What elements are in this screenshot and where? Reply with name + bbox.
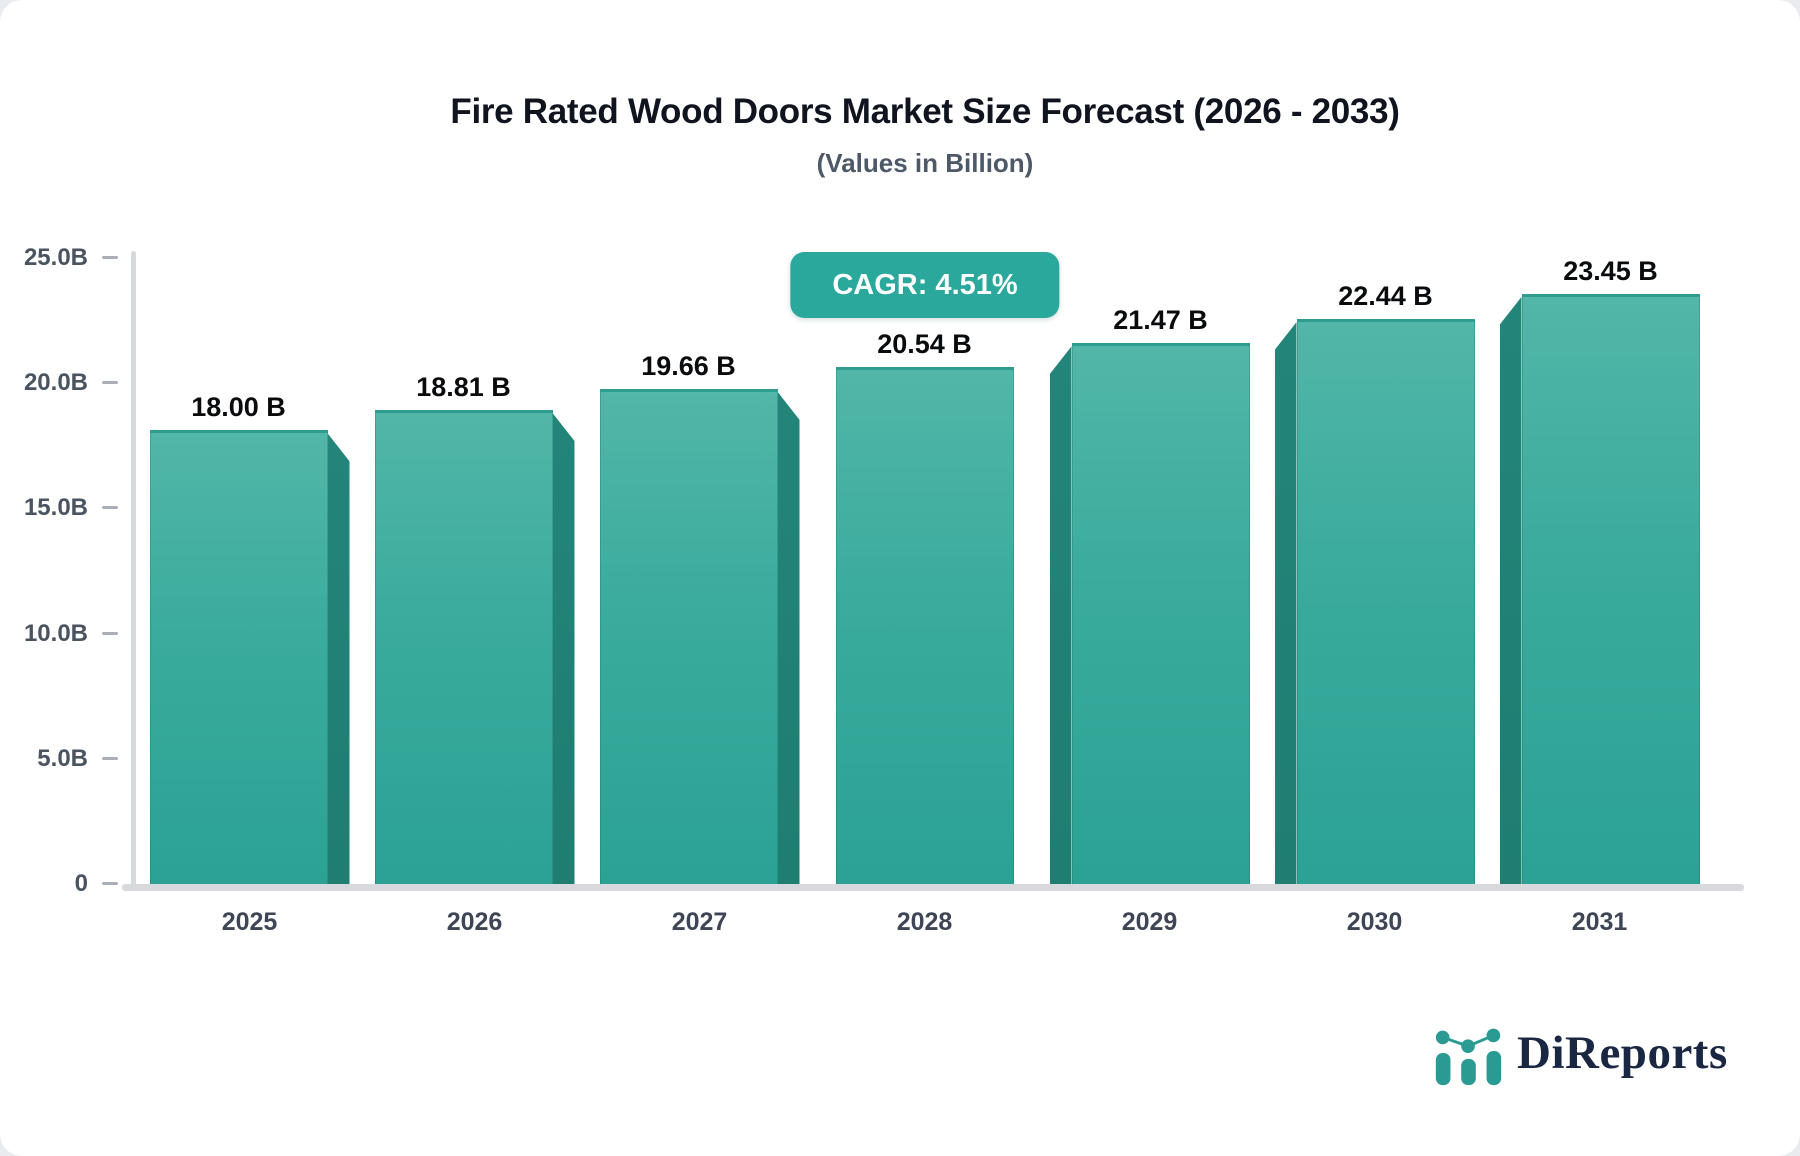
- y-tick-label: 10.0B: [23, 619, 88, 647]
- bar-face: [599, 388, 778, 884]
- chart-subtitle: (Values in Billion): [816, 148, 1034, 178]
- x-axis-baseline: [122, 884, 1744, 891]
- bar-face: [149, 430, 328, 884]
- bar-face: [1071, 343, 1250, 884]
- bar-2031[interactable]: 23.45 B: [1499, 256, 1700, 884]
- bar-value-label: 19.66 B: [641, 350, 736, 381]
- bar-2027[interactable]: 19.66 B: [599, 351, 800, 884]
- chart-title: Fire Rated Wood Doors Market Size Foreca…: [450, 92, 1400, 131]
- bar-side-face: [1274, 322, 1297, 884]
- y-tick-mark: [102, 882, 118, 885]
- bar-side-face: [777, 391, 800, 884]
- bar-face: [374, 410, 553, 884]
- x-tick-label-2027: 2027: [671, 908, 728, 936]
- bar-value-label: 23.45 B: [1563, 255, 1658, 286]
- bar-2025[interactable]: 18.00 B: [149, 392, 350, 884]
- x-tick-label-2030: 2030: [1346, 908, 1403, 936]
- y-tick-mark: [102, 756, 118, 760]
- bar-side-face: [1049, 346, 1072, 884]
- bar-face: [1521, 293, 1700, 884]
- bar-2026[interactable]: 18.81 B: [374, 372, 575, 884]
- y-tick-label: 20.0B: [23, 369, 88, 397]
- y-tick-mark: [102, 631, 118, 635]
- y-axis-line: [131, 251, 136, 891]
- bar-face: [1296, 319, 1475, 884]
- cagr-badge: CAGR: 4.51%: [790, 252, 1060, 318]
- x-tick-label-2025: 2025: [221, 908, 278, 936]
- y-tick-mark: [102, 381, 118, 385]
- x-tick-label-2028: 2028: [896, 908, 953, 936]
- logo-bar-line-chart-icon: [1435, 1028, 1502, 1086]
- x-tick-label-2029: 2029: [1121, 908, 1178, 936]
- x-tick-label-2026: 2026: [446, 908, 503, 936]
- bar-value-label: 22.44 B: [1338, 281, 1433, 312]
- bar-2028[interactable]: 20.54 B: [835, 329, 1014, 884]
- bar-2029[interactable]: 21.47 B: [1049, 305, 1250, 884]
- bar-value-label: 18.00 B: [191, 392, 286, 423]
- chart-header: Fire Rated Wood Doors Market Size Foreca…: [50, 92, 1800, 179]
- y-tick-mark: [102, 506, 118, 510]
- bar-side-face: [327, 433, 350, 884]
- bar-side-face: [1499, 296, 1522, 884]
- bar-value-label: 18.81 B: [416, 372, 511, 402]
- y-tick-label: 0: [74, 870, 88, 897]
- bar-side-face: [552, 413, 575, 884]
- y-tick-mark: [102, 256, 118, 259]
- y-tick-label: 5.0B: [37, 744, 88, 772]
- x-tick-label-2031: 2031: [1571, 908, 1628, 936]
- bar-value-label: 20.54 B: [877, 328, 972, 359]
- bar-value-label: 21.47 B: [1113, 305, 1208, 336]
- bar-2030[interactable]: 22.44 B: [1274, 281, 1475, 884]
- logo[interactable]: DiReports: [1428, 1014, 1728, 1092]
- y-tick-label: 25.0B: [23, 244, 88, 271]
- bar-face: [835, 366, 1014, 884]
- logo-text: DiReports: [1517, 1027, 1728, 1079]
- y-tick-label: 15.0B: [23, 494, 88, 522]
